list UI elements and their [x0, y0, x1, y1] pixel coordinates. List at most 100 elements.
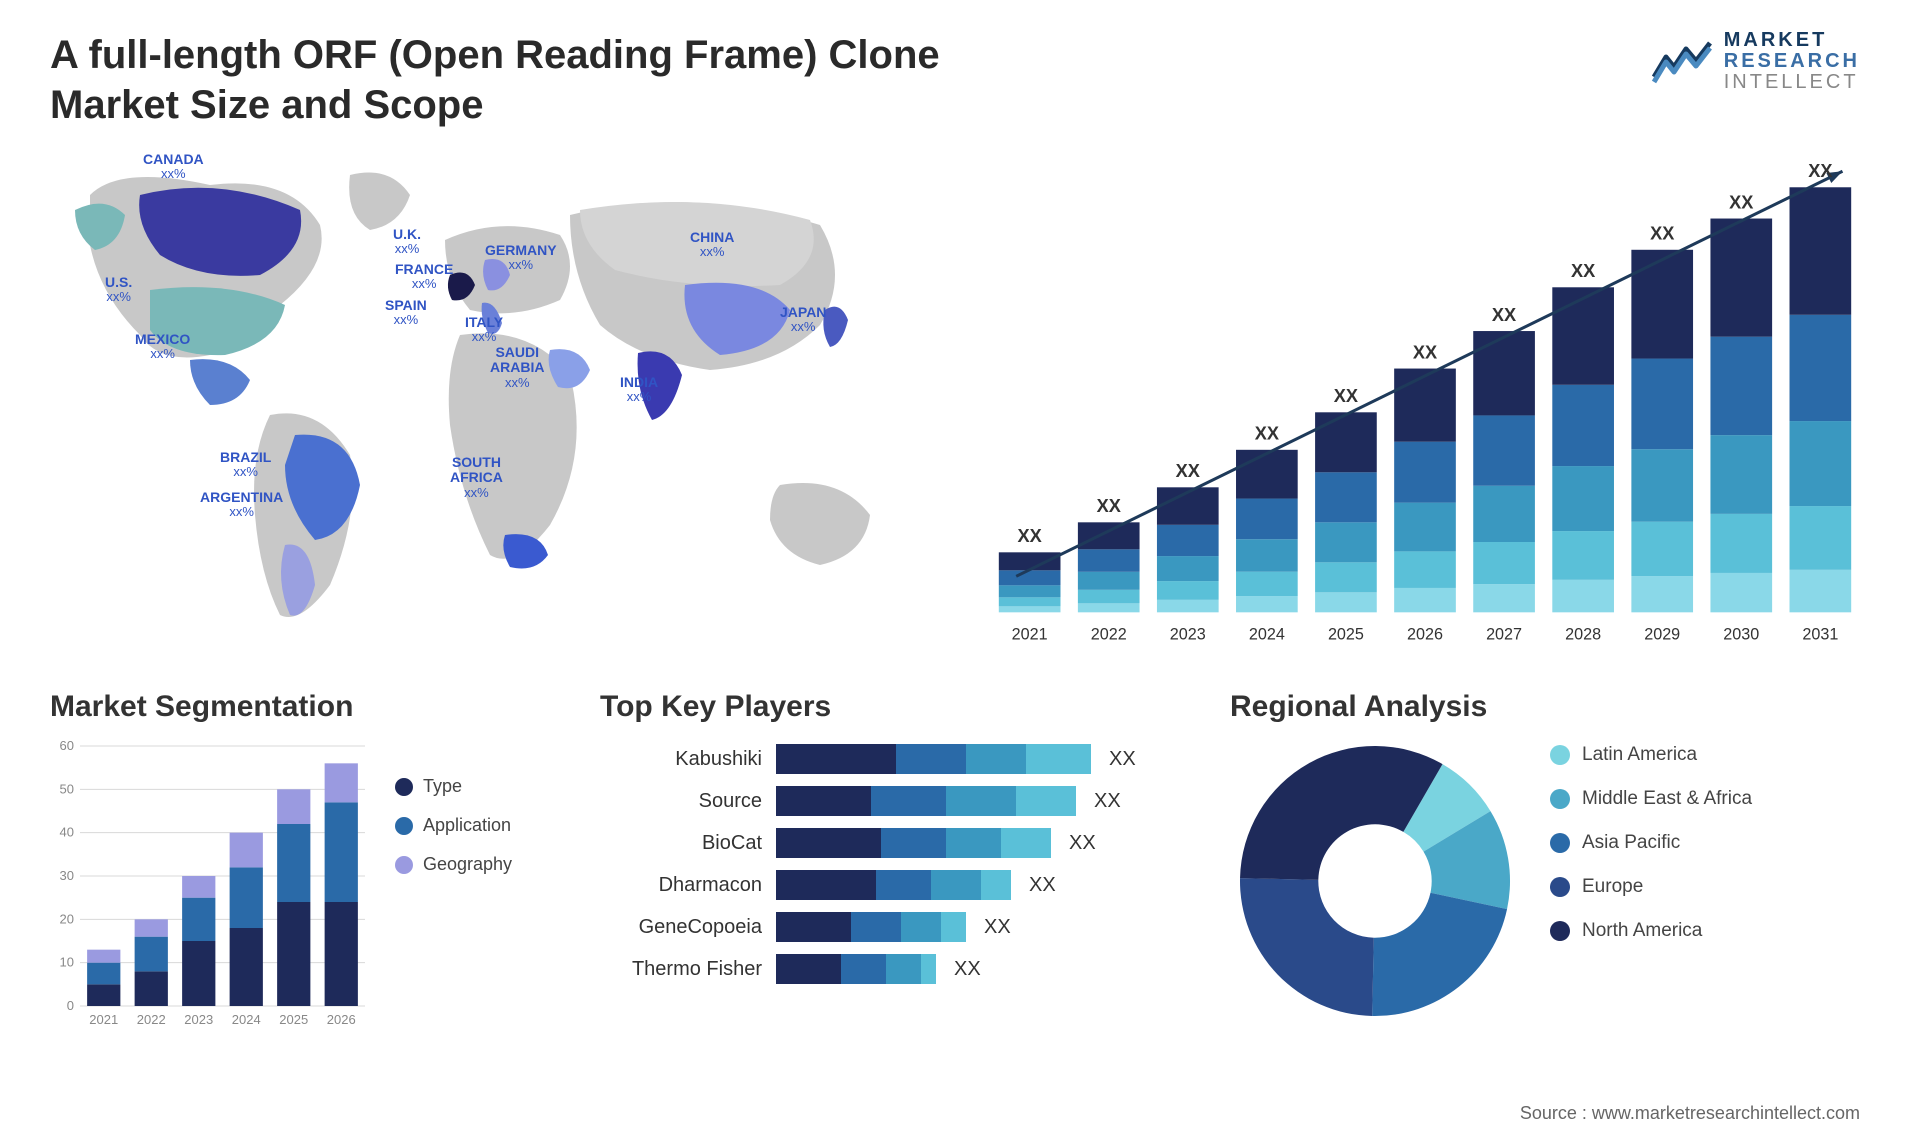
player-value: XX: [1109, 748, 1136, 771]
map-label-italy: ITALYxx%: [465, 315, 503, 345]
map-label-china: CHINAxx%: [690, 230, 734, 260]
map-label-uk: U.K.xx%: [393, 227, 421, 257]
svg-text:XX: XX: [1808, 161, 1832, 181]
map-label-saudi: SAUDIARABIAxx%: [490, 345, 544, 390]
player-bar-seg: [876, 870, 931, 900]
legend-label: Latin America: [1582, 744, 1697, 766]
players-chart: KabushikiXXSourceXXBioCatXXDharmaconXXGe…: [600, 736, 1180, 984]
player-bar-seg: [1026, 744, 1091, 774]
legend-label: North America: [1582, 920, 1702, 942]
map-label-germany: GERMANYxx%: [485, 243, 557, 273]
player-bar-seg: [851, 912, 901, 942]
player-bar-seg: [966, 744, 1026, 774]
legend-swatch: [1550, 833, 1570, 853]
player-name: Thermo Fisher: [620, 958, 770, 981]
regional-title: Regional Analysis: [1230, 690, 1870, 724]
player-bar-seg: [776, 954, 841, 984]
player-bar-seg: [886, 954, 921, 984]
svg-text:2028: 2028: [1565, 626, 1601, 644]
region-legend-item: Asia Pacific: [1550, 832, 1752, 854]
player-bar-seg: [871, 786, 946, 816]
segmentation-legend: Type Application Geography: [395, 736, 512, 1036]
player-bar-seg: [776, 828, 881, 858]
svg-text:XX: XX: [1413, 342, 1437, 362]
players-panel: Top Key Players KabushikiXXSourceXXBioCa…: [600, 690, 1180, 1070]
svg-text:XX: XX: [1492, 305, 1516, 325]
player-name: Source: [620, 790, 770, 813]
legend-label: Asia Pacific: [1582, 832, 1680, 854]
svg-text:2021: 2021: [1012, 626, 1048, 644]
player-row: Source XX: [620, 786, 1180, 816]
player-bar-seg: [946, 828, 1001, 858]
svg-text:30: 30: [60, 868, 74, 883]
world-map: [50, 150, 920, 660]
player-bar: [776, 744, 1091, 774]
seg-legend-item: Type: [395, 776, 512, 797]
player-bar-seg: [776, 912, 851, 942]
svg-text:XX: XX: [1097, 496, 1121, 516]
svg-text:2024: 2024: [1249, 626, 1285, 644]
player-row: GeneCopoeiaXX: [620, 912, 1180, 942]
svg-text:XX: XX: [1571, 261, 1595, 281]
region-legend-item: Middle East & Africa: [1550, 788, 1752, 810]
player-bar-seg: [776, 744, 896, 774]
growth-chart-panel: XX2021XX2022XX2023XX2024XX2025XX2026XX20…: [980, 150, 1870, 660]
legend-label: Geography: [423, 854, 512, 875]
player-row: BioCat XX: [620, 828, 1180, 858]
svg-text:2026: 2026: [327, 1012, 356, 1027]
brand-logo: MARKET RESEARCH INTELLECT: [1652, 30, 1860, 93]
svg-text:2030: 2030: [1723, 626, 1759, 644]
player-bar: [776, 786, 1076, 816]
svg-text:2025: 2025: [279, 1012, 308, 1027]
svg-text:2026: 2026: [1407, 626, 1443, 644]
svg-text:XX: XX: [1018, 526, 1042, 546]
map-label-us: U.S.xx%: [105, 275, 132, 305]
player-value: XX: [1029, 874, 1056, 897]
region-legend-item: North America: [1550, 920, 1752, 942]
seg-legend-item: Application: [395, 815, 512, 836]
player-name: BioCat: [620, 832, 770, 855]
player-bar: [776, 828, 1051, 858]
player-value: XX: [1094, 790, 1121, 813]
growth-chart: XX2021XX2022XX2023XX2024XX2025XX2026XX20…: [980, 150, 1870, 660]
player-bar-seg: [931, 870, 981, 900]
player-bar-seg: [1016, 786, 1076, 816]
source-label: Source :: [1520, 1103, 1587, 1123]
map-label-brazil: BRAZILxx%: [220, 450, 271, 480]
map-label-japan: JAPANxx%: [780, 305, 826, 335]
player-name: Kabushiki: [620, 748, 770, 771]
player-row: DharmaconXX: [620, 870, 1180, 900]
player-bar-seg: [896, 744, 966, 774]
legend-swatch: [395, 856, 413, 874]
player-bar-seg: [776, 870, 876, 900]
player-bar: [776, 912, 966, 942]
map-label-canada: CANADAxx%: [143, 152, 204, 182]
svg-text:10: 10: [60, 955, 74, 970]
svg-text:2023: 2023: [184, 1012, 213, 1027]
map-label-mexico: MEXICOxx%: [135, 332, 190, 362]
map-label-india: INDIAxx%: [620, 375, 658, 405]
player-row: Thermo FisherXX: [620, 954, 1180, 984]
legend-label: Europe: [1582, 876, 1643, 898]
player-bar-seg: [841, 954, 886, 984]
player-bar-seg: [881, 828, 946, 858]
legend-label: Type: [423, 776, 462, 797]
map-label-safrica: SOUTHAFRICAxx%: [450, 455, 503, 500]
regional-legend: Latin America Middle East & Africa Asia Pa…: [1550, 736, 1752, 964]
map-label-spain: SPAINxx%: [385, 298, 427, 328]
svg-text:XX: XX: [1176, 461, 1200, 481]
svg-text:50: 50: [60, 781, 74, 796]
player-bar-seg: [901, 912, 941, 942]
player-bar-seg: [921, 954, 936, 984]
player-bar-seg: [946, 786, 1016, 816]
player-name: GeneCopoeia: [620, 916, 770, 939]
seg-legend-item: Geography: [395, 854, 512, 875]
svg-text:XX: XX: [1650, 224, 1674, 244]
player-value: XX: [1069, 832, 1096, 855]
svg-text:XX: XX: [1729, 192, 1753, 212]
svg-text:XX: XX: [1334, 386, 1358, 406]
svg-text:40: 40: [60, 825, 74, 840]
regional-donut: [1230, 736, 1520, 1026]
page-title: A full-length ORF (Open Reading Frame) C…: [50, 30, 1050, 130]
legend-swatch: [395, 778, 413, 796]
